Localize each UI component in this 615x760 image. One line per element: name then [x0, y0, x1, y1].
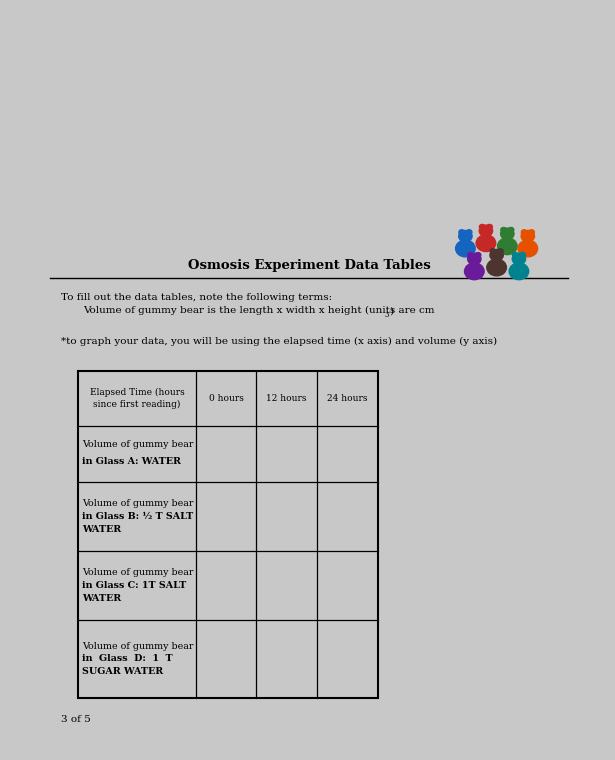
Text: Volume of gummy bear: Volume of gummy bear	[82, 440, 194, 449]
Text: 3: 3	[385, 311, 389, 318]
Circle shape	[479, 225, 493, 236]
Circle shape	[475, 252, 481, 258]
Text: Volume of gummy bear: Volume of gummy bear	[82, 568, 194, 577]
Text: Volume of gummy bear: Volume of gummy bear	[82, 641, 194, 651]
Circle shape	[466, 230, 472, 235]
Circle shape	[522, 230, 527, 235]
Circle shape	[479, 224, 485, 230]
Circle shape	[509, 263, 529, 280]
Circle shape	[521, 230, 534, 242]
Circle shape	[476, 235, 496, 252]
Text: since first reading): since first reading)	[93, 400, 181, 409]
Text: 12 hours: 12 hours	[266, 394, 307, 403]
Circle shape	[467, 253, 481, 264]
Circle shape	[508, 227, 514, 233]
Circle shape	[501, 228, 514, 239]
Text: SUGAR WATER: SUGAR WATER	[82, 667, 164, 676]
Circle shape	[456, 240, 475, 257]
Text: WATER: WATER	[82, 524, 122, 534]
Circle shape	[529, 230, 534, 235]
Circle shape	[520, 252, 525, 258]
Text: Osmosis Experiment Data Tables: Osmosis Experiment Data Tables	[188, 259, 430, 272]
Text: Volume of gummy bear: Volume of gummy bear	[82, 499, 194, 508]
Circle shape	[498, 238, 517, 255]
Circle shape	[518, 240, 538, 257]
Text: Elapsed Time (hours: Elapsed Time (hours	[90, 388, 184, 397]
Text: in Glass C: 1T SALT: in Glass C: 1T SALT	[82, 581, 186, 590]
Circle shape	[490, 249, 503, 261]
Circle shape	[498, 249, 503, 254]
Text: in Glass A: WATER: in Glass A: WATER	[82, 457, 181, 466]
Text: WATER: WATER	[82, 594, 122, 603]
Text: in  Glass  D:  1  T: in Glass D: 1 T	[82, 654, 173, 663]
Text: To fill out the data tables, note the following terms:: To fill out the data tables, note the fo…	[62, 293, 333, 302]
Bar	[78, 371, 378, 698]
Text: *to graph your data, you will be using the elapsed time (x axis) and volume (y a: *to graph your data, you will be using t…	[62, 337, 498, 346]
Circle shape	[512, 253, 526, 264]
Text: 0 hours: 0 hours	[209, 394, 244, 403]
Circle shape	[487, 259, 506, 276]
Text: 24 hours: 24 hours	[327, 394, 368, 403]
Text: ): )	[389, 306, 394, 315]
Circle shape	[468, 252, 474, 258]
Text: Volume of gummy bear is the length x width x height (units are cm: Volume of gummy bear is the length x wid…	[84, 306, 435, 315]
Circle shape	[512, 252, 518, 258]
Circle shape	[490, 249, 496, 254]
Circle shape	[486, 224, 493, 230]
Text: in Glass B: ½ T SALT: in Glass B: ½ T SALT	[82, 511, 194, 521]
Circle shape	[459, 230, 464, 235]
Circle shape	[464, 263, 484, 280]
Text: 3 of 5: 3 of 5	[62, 715, 91, 724]
Circle shape	[501, 227, 507, 233]
Circle shape	[459, 230, 472, 242]
